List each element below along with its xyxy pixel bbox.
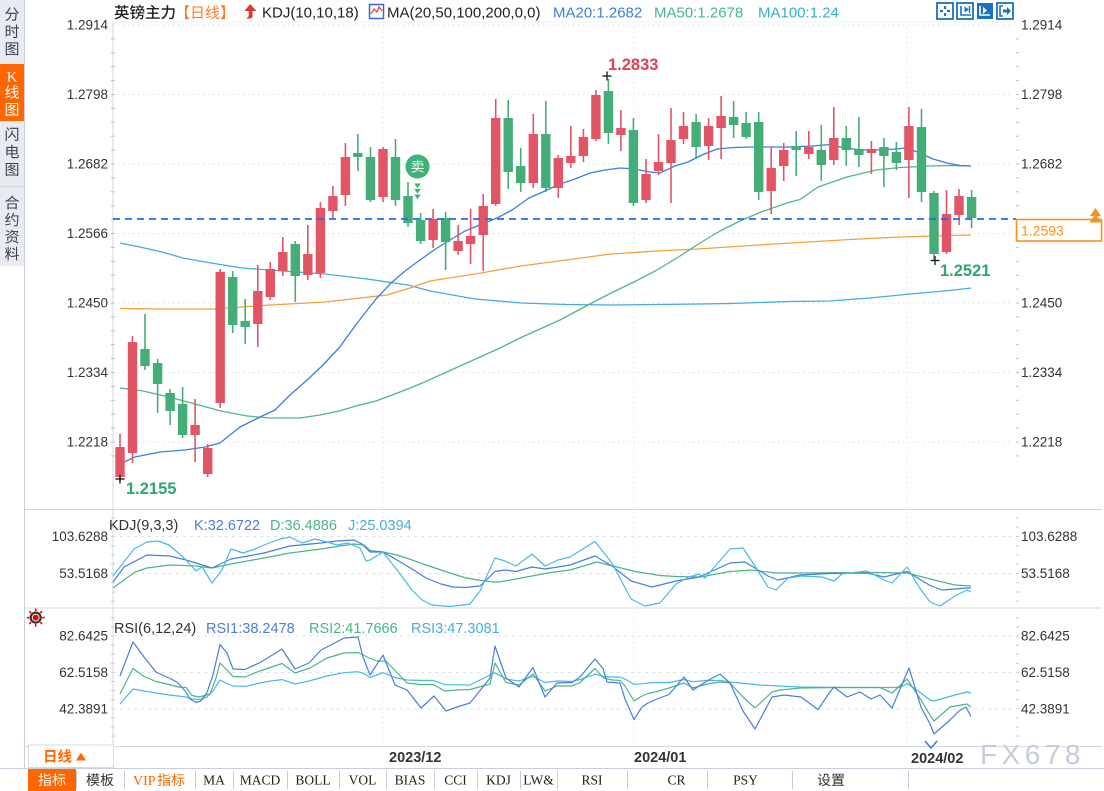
svg-text:KDJ(9,3,3): KDJ(9,3,3): [109, 518, 178, 534]
svg-text:K: K: [7, 70, 18, 86]
svg-text:RSI3:47.3081: RSI3:47.3081: [411, 621, 500, 637]
svg-text:1.2218: 1.2218: [1021, 435, 1062, 450]
svg-text:1.2798: 1.2798: [67, 87, 108, 102]
svg-text:CR: CR: [667, 773, 685, 788]
svg-text:62.5158: 62.5158: [59, 665, 108, 680]
svg-text:1.2450: 1.2450: [1021, 296, 1062, 311]
svg-text:1.2218: 1.2218: [67, 435, 108, 450]
svg-text:1.2450: 1.2450: [67, 296, 108, 311]
svg-text:103.6288: 103.6288: [1021, 529, 1077, 544]
svg-text:1.2798: 1.2798: [1021, 87, 1062, 102]
svg-text:D:36.4886: D:36.4886: [270, 518, 337, 534]
svg-text:K:32.6722: K:32.6722: [194, 518, 260, 534]
svg-text:1.2155: 1.2155: [126, 480, 176, 498]
svg-text:1.2682: 1.2682: [67, 157, 108, 172]
svg-text:VOL: VOL: [349, 773, 377, 788]
svg-text:PSY: PSY: [733, 773, 758, 788]
svg-text:82.6425: 82.6425: [59, 629, 108, 644]
svg-text:53.5168: 53.5168: [1021, 566, 1070, 581]
svg-text:MA50:1.2678: MA50:1.2678: [654, 5, 743, 22]
svg-text:MA: MA: [203, 773, 225, 788]
svg-text:62.5158: 62.5158: [1021, 665, 1070, 680]
svg-text:2024/02: 2024/02: [911, 751, 963, 767]
svg-text:1.2914: 1.2914: [67, 18, 109, 33]
svg-text:VIP: VIP: [133, 774, 156, 789]
svg-text:53.5168: 53.5168: [59, 566, 108, 581]
svg-text:MA100:1.24: MA100:1.24: [758, 5, 839, 22]
svg-text:1.2334: 1.2334: [1021, 365, 1063, 380]
svg-text:BIAS: BIAS: [395, 773, 426, 788]
svg-text:2023/12: 2023/12: [389, 750, 441, 766]
svg-text:RSI2:41.7666: RSI2:41.7666: [309, 621, 398, 637]
svg-text:1.2334: 1.2334: [67, 365, 109, 380]
svg-text:1.2682: 1.2682: [1021, 157, 1062, 172]
svg-text:1.2593: 1.2593: [1021, 223, 1064, 239]
svg-text:MA20:1.2682: MA20:1.2682: [553, 5, 642, 22]
svg-text:J:25.0394: J:25.0394: [348, 518, 412, 534]
svg-text:KDJ: KDJ: [486, 773, 511, 788]
svg-text:MACD: MACD: [240, 773, 281, 788]
svg-text:103.6288: 103.6288: [52, 529, 108, 544]
svg-text:KDJ(10,10,18): KDJ(10,10,18): [262, 5, 359, 22]
svg-text:82.6425: 82.6425: [1021, 629, 1070, 644]
svg-text:RSI1:38.2478: RSI1:38.2478: [206, 621, 295, 637]
svg-text:1.2566: 1.2566: [67, 226, 108, 241]
svg-text:LW&: LW&: [523, 773, 554, 788]
svg-text:1.2833: 1.2833: [608, 56, 658, 74]
svg-text:42.3891: 42.3891: [1021, 702, 1070, 717]
svg-text:1.2914: 1.2914: [1021, 18, 1063, 33]
svg-text:RSI(6,12,24): RSI(6,12,24): [114, 621, 196, 637]
svg-text:RSI: RSI: [581, 773, 603, 788]
svg-text:FX678: FX678: [980, 739, 1085, 770]
svg-text:BOLL: BOLL: [295, 773, 330, 788]
svg-text:MA(20,50,100,200,0,0): MA(20,50,100,200,0,0): [387, 5, 540, 22]
svg-text:42.3891: 42.3891: [59, 702, 108, 717]
svg-text:CCI: CCI: [444, 773, 467, 788]
svg-text:1.2521: 1.2521: [940, 262, 990, 280]
svg-text:2024/01: 2024/01: [634, 750, 686, 766]
